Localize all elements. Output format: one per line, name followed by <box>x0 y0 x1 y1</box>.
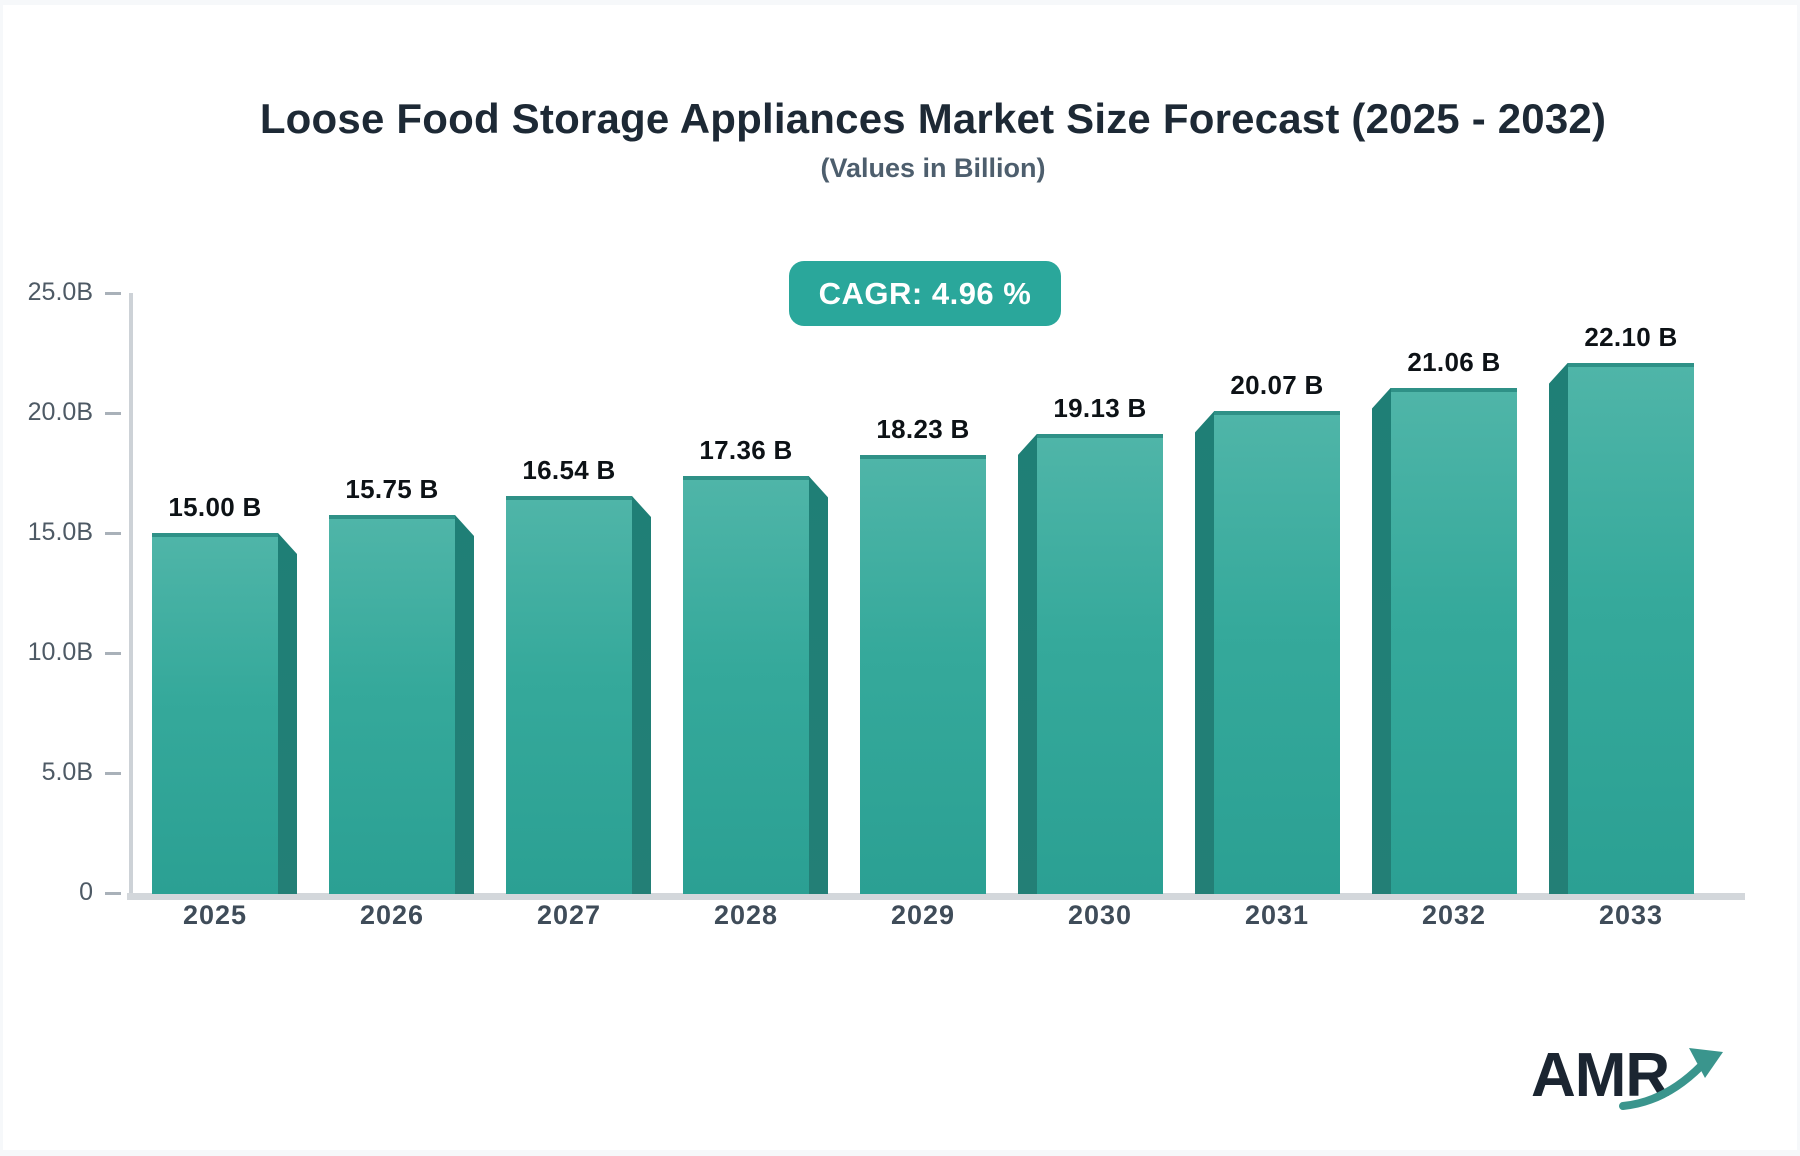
x-axis-label-2030: 2030 <box>1067 900 1133 930</box>
bar-2026 <box>329 515 455 894</box>
y-tick-label: 15.0B <box>27 518 93 546</box>
y-tick-label: 0 <box>79 878 93 906</box>
bar-side-2030 <box>1018 433 1037 894</box>
y-tick-mark <box>105 292 121 295</box>
bar-2031 <box>1214 411 1340 894</box>
bar-2028 <box>683 476 809 894</box>
bar-value-label: 20.07 B <box>1230 370 1324 401</box>
bar-value-label: 15.75 B <box>345 474 439 504</box>
x-axis-label-2031: 2031 <box>1244 900 1310 930</box>
y-tick-label: 5.0B <box>41 758 93 786</box>
y-tick-mark <box>105 772 121 775</box>
bar-value-label: 17.36 B <box>699 435 793 466</box>
y-tick-label: 20.0B <box>27 398 93 426</box>
x-axis-baseline <box>127 893 1745 900</box>
bar-2027 <box>506 496 632 894</box>
bar-value-label: 18.23 B <box>876 414 970 445</box>
chart-subtitle: (Values in Billion) <box>820 153 1046 183</box>
x-axis-label-2032: 2032 <box>1421 900 1487 930</box>
bar-value-label: 22.10 B <box>1584 321 1678 352</box>
bar-side-2033 <box>1549 362 1568 894</box>
bar-value-label: 15.00 B <box>168 492 262 522</box>
bar-2032 <box>1391 387 1517 894</box>
bar-side-2026 <box>455 515 474 894</box>
bar-side-2025 <box>278 533 297 894</box>
bar-side-2031 <box>1195 411 1214 894</box>
bar-value-label: 16.54 B <box>522 455 616 486</box>
x-axis-label-2028: 2028 <box>713 900 779 930</box>
y-tick-mark <box>105 892 121 895</box>
growth-arrow-icon <box>1619 1048 1723 1110</box>
bar-side-2027 <box>632 496 651 894</box>
cagr-badge: CAGR: 4.96 % <box>789 261 1061 326</box>
bar-value-label: 21.06 B <box>1407 346 1501 377</box>
x-axis-label-2025: 2025 <box>182 900 248 930</box>
bar-side-2032 <box>1372 387 1391 894</box>
y-tick-label: 10.0B <box>27 638 93 666</box>
x-axis-label-2026: 2026 <box>359 900 425 930</box>
bar-value-label: 19.13 B <box>1053 392 1147 423</box>
y-tick-mark <box>105 652 121 655</box>
plot-area: 0 5.0B 10.0B 15.0B 20.0B 25.0B 15.00 B 2025 15.7… <box>3 5 1797 1150</box>
y-tick-mark <box>105 532 121 535</box>
y-axis-line <box>129 293 133 897</box>
bar-2025 <box>152 533 278 894</box>
y-tick-label: 25.0B <box>27 278 93 306</box>
x-axis-label-2033: 2033 <box>1598 900 1664 930</box>
bar-2033 <box>1568 362 1694 894</box>
x-axis-label-2027: 2027 <box>536 900 602 930</box>
chart-card: Loose Food Storage Appliances Market Siz… <box>3 5 1797 1150</box>
amr-logo: AMR <box>1531 1040 1731 1120</box>
bar-side-2028 <box>809 476 828 894</box>
bar-2029 <box>860 455 986 894</box>
y-tick-mark <box>105 412 121 415</box>
bar-2030 <box>1037 433 1163 894</box>
chart-title: Loose Food Storage Appliances Market Siz… <box>259 95 1607 142</box>
x-axis-label-2029: 2029 <box>890 900 956 930</box>
